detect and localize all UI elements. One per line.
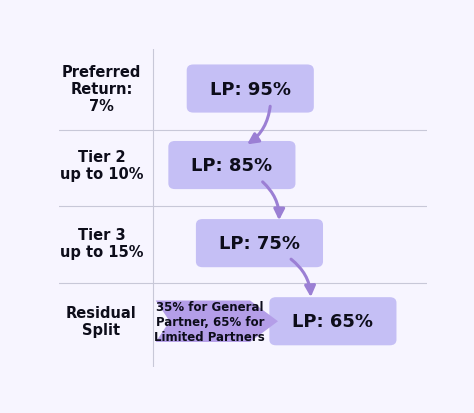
Text: LP: 65%: LP: 65% <box>292 313 374 330</box>
Text: LP: 75%: LP: 75% <box>219 235 300 252</box>
FancyBboxPatch shape <box>187 65 314 113</box>
Text: Residual
Split: Residual Split <box>66 305 137 337</box>
Text: 35% for General
Partner, 65% for
Limited Partners: 35% for General Partner, 65% for Limited… <box>155 300 265 343</box>
Text: LP: 85%: LP: 85% <box>191 157 273 175</box>
Polygon shape <box>155 301 278 342</box>
FancyBboxPatch shape <box>168 142 295 190</box>
Text: Tier 2
up to 10%: Tier 2 up to 10% <box>60 150 143 182</box>
FancyBboxPatch shape <box>269 297 396 345</box>
Text: LP: 95%: LP: 95% <box>210 81 291 98</box>
Text: Preferred
Return:
7%: Preferred Return: 7% <box>62 64 141 114</box>
FancyBboxPatch shape <box>196 220 323 268</box>
Text: Tier 3
up to 15%: Tier 3 up to 15% <box>60 228 143 260</box>
